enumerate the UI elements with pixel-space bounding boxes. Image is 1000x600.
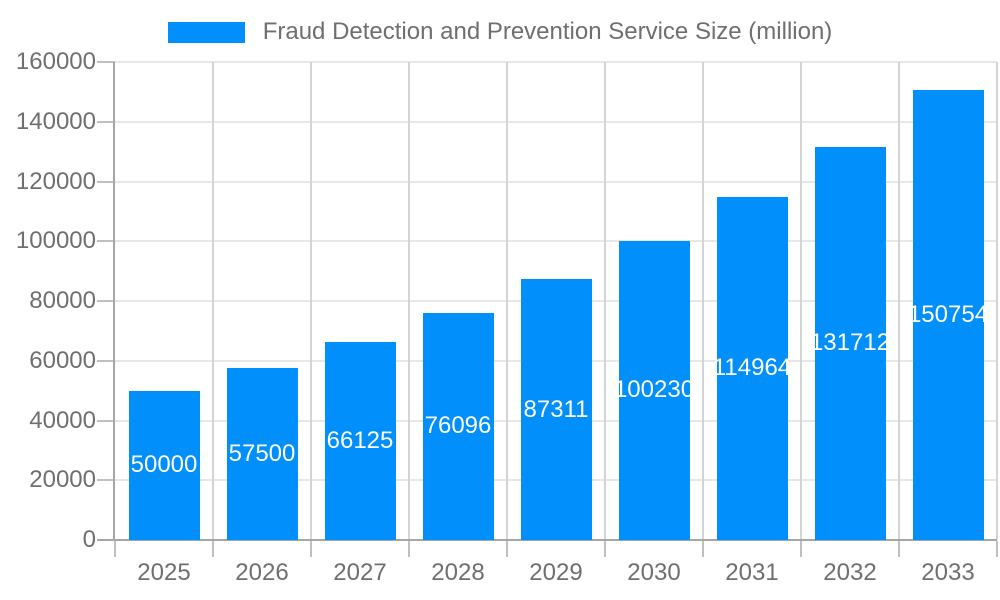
x-axis-tick bbox=[800, 541, 802, 557]
x-axis-tick bbox=[996, 541, 998, 557]
bar-value-label: 100230 bbox=[613, 376, 695, 404]
bar-value-label: 57500 bbox=[228, 440, 296, 468]
gridline-vertical bbox=[898, 62, 900, 540]
gridline-vertical bbox=[702, 62, 704, 540]
y-axis-label: 120000 bbox=[15, 167, 96, 195]
x-axis-tick bbox=[212, 541, 214, 557]
gridline-vertical bbox=[604, 62, 606, 540]
y-axis-label: 80000 bbox=[29, 287, 96, 314]
gridline-vertical bbox=[408, 62, 410, 540]
y-axis-label: 160000 bbox=[15, 48, 96, 75]
x-axis-label: 2025 bbox=[137, 559, 191, 586]
bar-2025[interactable] bbox=[128, 390, 200, 540]
bar-value-label: 87311 bbox=[523, 395, 589, 423]
bar-2026[interactable] bbox=[226, 368, 298, 540]
gridline-horizontal bbox=[115, 180, 997, 183]
y-axis-tick bbox=[97, 240, 115, 243]
y-axis-line bbox=[113, 62, 115, 541]
x-axis-line bbox=[97, 539, 997, 541]
y-axis-label: 40000 bbox=[29, 406, 96, 434]
x-axis-label: 2028 bbox=[431, 559, 485, 586]
x-axis-tick bbox=[898, 541, 900, 557]
gridline-vertical bbox=[800, 62, 802, 540]
x-axis-tick bbox=[310, 541, 312, 557]
x-axis-tick bbox=[114, 541, 116, 557]
gridline-horizontal bbox=[115, 120, 997, 123]
y-axis-tick bbox=[97, 120, 115, 123]
bar-2027[interactable] bbox=[324, 342, 396, 540]
legend: Fraud Detection and Prevention Service S… bbox=[0, 18, 1000, 46]
bar-value-label: 76096 bbox=[424, 412, 492, 440]
bar-2028[interactable] bbox=[422, 312, 494, 540]
bar-2031[interactable] bbox=[716, 196, 788, 540]
y-axis-tick bbox=[97, 300, 115, 302]
x-axis-label: 2031 bbox=[725, 559, 779, 586]
gridline-horizontal bbox=[115, 240, 997, 243]
gridline-horizontal bbox=[115, 61, 997, 63]
x-axis-tick bbox=[408, 541, 410, 557]
bar-value-label: 131712 bbox=[809, 329, 891, 357]
x-axis-tick bbox=[702, 541, 704, 557]
gridline-vertical bbox=[310, 62, 312, 540]
y-axis-label: 100000 bbox=[15, 227, 96, 255]
gridline-vertical bbox=[996, 62, 998, 540]
y-axis-label: 20000 bbox=[29, 466, 96, 494]
y-axis-tick bbox=[97, 180, 115, 183]
bar-value-label: 50000 bbox=[130, 451, 198, 479]
y-axis-tick bbox=[97, 359, 115, 362]
bar-value-label: 114964 bbox=[712, 354, 792, 382]
bar-2030[interactable] bbox=[618, 240, 690, 540]
gridline-vertical bbox=[212, 62, 214, 540]
x-axis-label: 2029 bbox=[529, 559, 583, 586]
bar-2033[interactable] bbox=[912, 89, 984, 540]
y-axis-tick bbox=[97, 419, 115, 422]
bar-value-label: 66125 bbox=[326, 427, 394, 455]
x-axis-tick bbox=[604, 541, 606, 557]
legend-label[interactable]: Fraud Detection and Prevention Service S… bbox=[262, 18, 833, 45]
x-axis-label: 2027 bbox=[333, 559, 387, 586]
bar-2029[interactable] bbox=[520, 279, 592, 540]
x-axis-tick bbox=[506, 541, 508, 557]
x-axis-label: 2030 bbox=[627, 559, 681, 586]
y-axis-label: 140000 bbox=[15, 107, 96, 135]
y-axis-label: 0 bbox=[82, 526, 96, 553]
y-axis-tick bbox=[97, 479, 115, 482]
x-axis-label: 2033 bbox=[921, 559, 975, 586]
gridline-vertical bbox=[506, 62, 508, 540]
x-axis-label: 2032 bbox=[823, 559, 877, 586]
y-axis-tick bbox=[97, 61, 115, 63]
legend-swatch[interactable] bbox=[167, 21, 245, 43]
bar-value-label: 150754 bbox=[907, 300, 989, 328]
y-axis-label: 60000 bbox=[29, 346, 96, 374]
bar-2032[interactable] bbox=[814, 146, 886, 540]
x-axis-label: 2026 bbox=[235, 559, 289, 586]
